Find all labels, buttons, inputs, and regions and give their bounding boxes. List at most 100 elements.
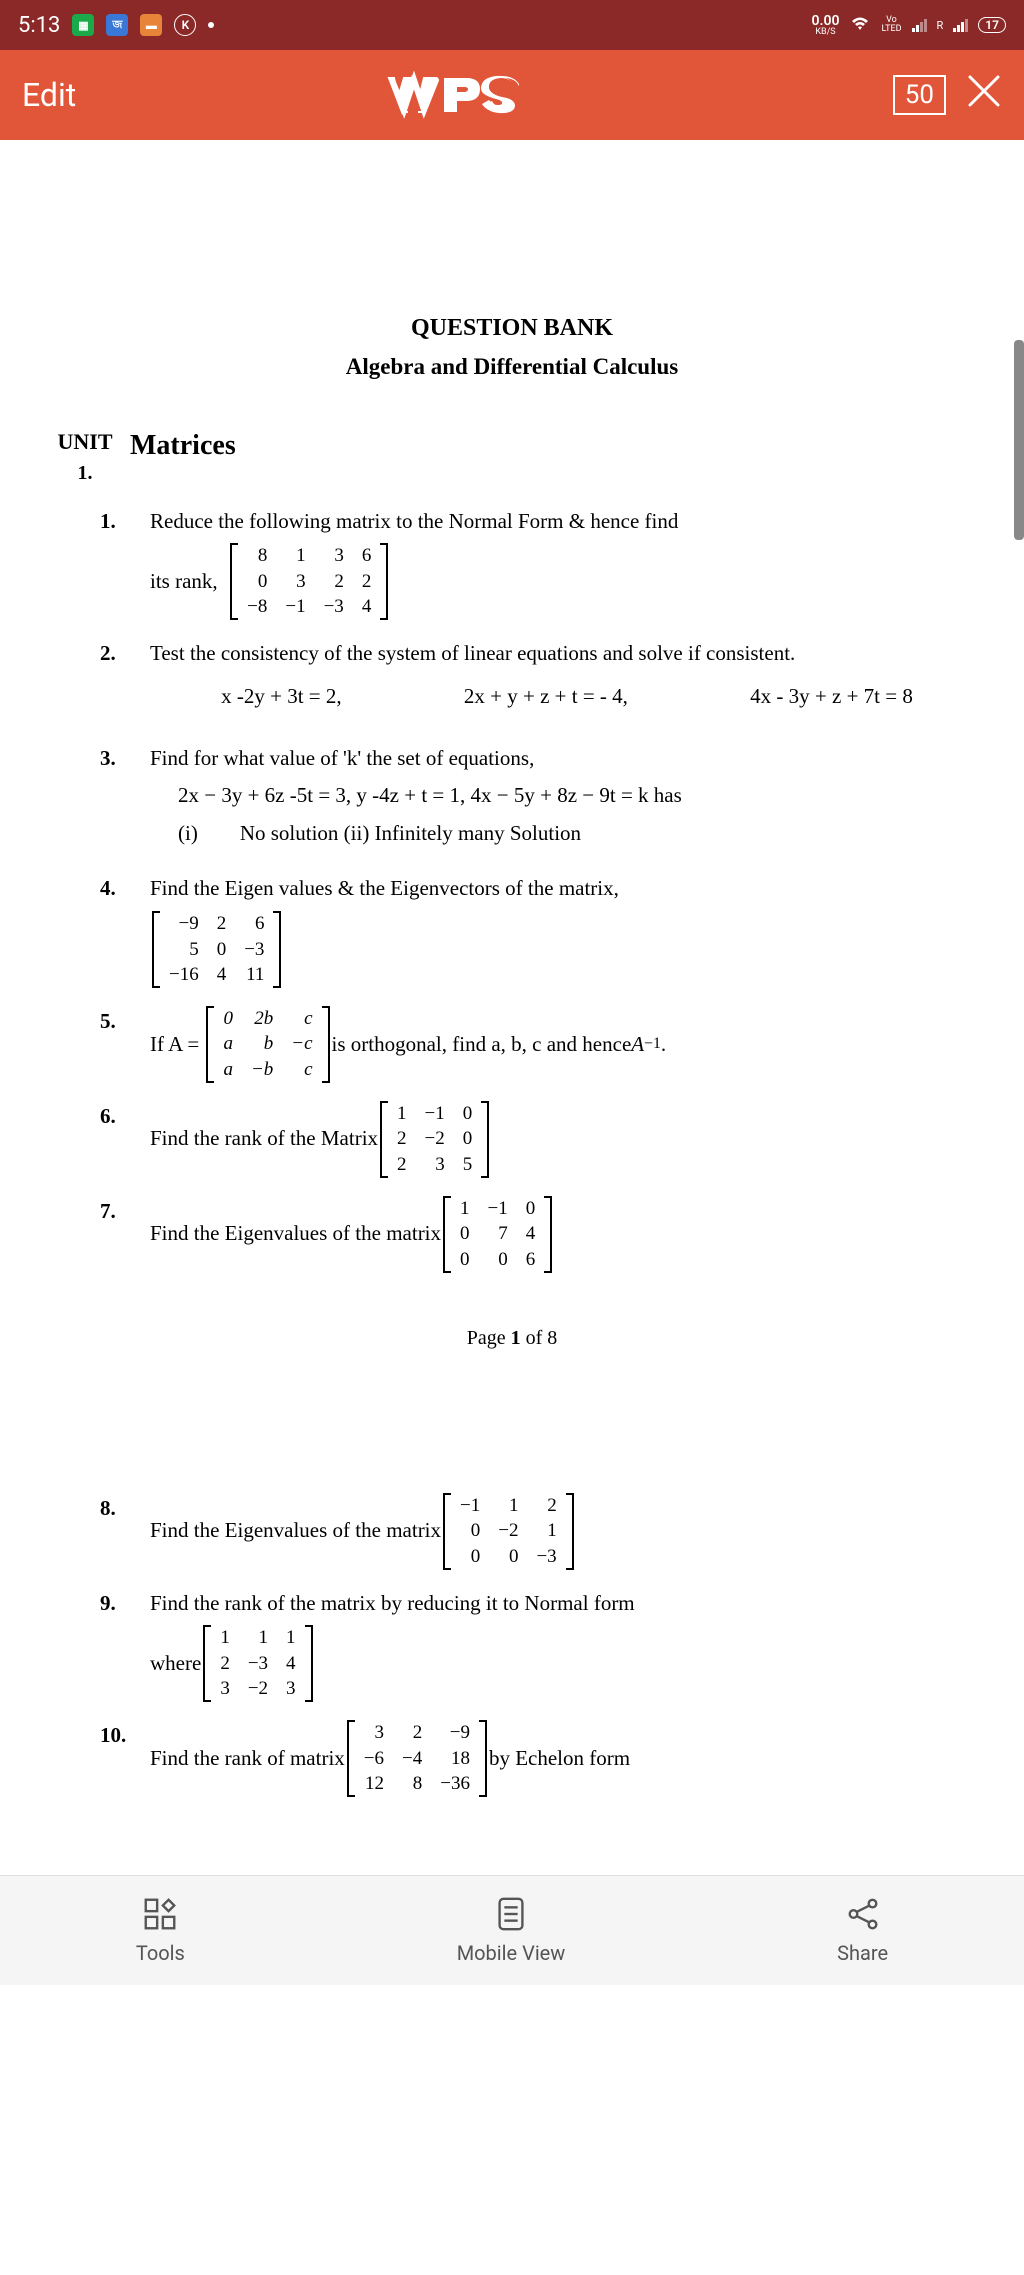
q-num: 6. bbox=[100, 1101, 150, 1133]
unit-header: UNIT 1. Matrices bbox=[40, 425, 984, 488]
q1-text-b: its rank, bbox=[150, 566, 218, 598]
status-right: 0.00 KB/S Vo LTED R 17 bbox=[811, 14, 1006, 37]
tools-label: Tools bbox=[136, 1941, 185, 1965]
q-num: 3. bbox=[100, 743, 150, 775]
q5-matrix: 02bc ab−c a−bc bbox=[206, 1006, 329, 1083]
q10-text-a: Find the rank of matrix bbox=[150, 1743, 345, 1775]
q-num: 2. bbox=[100, 638, 150, 670]
kbs-unit: KB/S bbox=[815, 28, 835, 37]
q-body: Find the rank of matrix 32−9 −6−418 128−… bbox=[150, 1720, 984, 1797]
app-icon-3: ▬ bbox=[140, 14, 162, 36]
share-button[interactable]: Share bbox=[837, 1895, 888, 1965]
q-body: Find the Eigenvalues of the matrix −112 … bbox=[150, 1493, 984, 1570]
q3-sub: (i) No solution (ii) Infinitely many Sol… bbox=[178, 818, 984, 850]
q1-text-a: Reduce the following matrix to the Norma… bbox=[150, 506, 984, 538]
header-actions: 50 bbox=[893, 72, 1002, 119]
app-icon-1: ▦ bbox=[72, 14, 94, 36]
unit-label-num: 1. bbox=[40, 458, 130, 488]
close-icon[interactable] bbox=[966, 72, 1002, 119]
q-num: 9. bbox=[100, 1588, 150, 1620]
question-2: 2. Test the consistency of the system of… bbox=[40, 638, 984, 725]
q9-text-a: Find the rank of the matrix by reducing … bbox=[150, 1588, 984, 1620]
q-num: 1. bbox=[100, 506, 150, 538]
tools-button[interactable]: Tools bbox=[136, 1895, 185, 1965]
q8-text-a: Find the Eigenvalues of the matrix bbox=[150, 1515, 441, 1547]
q5-text-d: −1 bbox=[644, 1032, 661, 1056]
q2-eq3: 4x - 3y + z + 7t = 8 bbox=[750, 681, 913, 713]
q-num: 10. bbox=[100, 1720, 150, 1752]
q2-equations: x -2y + 3t = 2, 2x + y + z + t = - 4, 4x… bbox=[150, 681, 984, 713]
q9-matrix: 111 2−34 3−23 bbox=[203, 1625, 312, 1702]
bottom-toolbar: Tools Mobile View Share bbox=[0, 1875, 1024, 1985]
doc-title: QUESTION BANK bbox=[40, 310, 984, 346]
app-header: Edit 50 bbox=[0, 50, 1024, 140]
edit-button[interactable]: Edit bbox=[22, 76, 76, 114]
question-8: 8. Find the Eigenvalues of the matrix −1… bbox=[40, 1493, 984, 1570]
doc-subtitle: Algebra and Differential Calculus bbox=[40, 350, 984, 385]
q2-text-a: Test the consistency of the system of li… bbox=[150, 638, 984, 670]
kbs-indicator: 0.00 KB/S bbox=[811, 14, 839, 37]
q-body: If A = 02bc ab−c a−bc is orthogonal, fin… bbox=[150, 1006, 984, 1083]
tools-icon bbox=[141, 1895, 179, 1933]
q3-text-a: Find for what value of 'k' the set of eq… bbox=[150, 743, 984, 775]
signal-bars-2 bbox=[953, 19, 968, 32]
question-9: 9. Find the rank of the matrix by reduci… bbox=[40, 1588, 984, 1702]
q3-eq: 2x − 3y + 6z -5t = 3, y -4z + t = 1, 4x … bbox=[150, 780, 984, 812]
q-num: 7. bbox=[100, 1196, 150, 1228]
q10-matrix: 32−9 −6−418 128−36 bbox=[347, 1720, 487, 1797]
app-icon-2: জ bbox=[106, 14, 128, 36]
share-label: Share bbox=[837, 1941, 888, 1965]
r-label: R bbox=[937, 19, 944, 32]
q4-matrix: −926 50−3 −16411 bbox=[152, 911, 281, 988]
q4-text-a: Find the Eigen values & the Eigenvectors… bbox=[150, 873, 984, 905]
q10-text-b: by Echelon form bbox=[489, 1743, 630, 1775]
unit-label-top: UNIT bbox=[40, 425, 130, 458]
page-count-badge[interactable]: 50 bbox=[893, 75, 946, 115]
lte-bot: LTED bbox=[881, 25, 901, 34]
q2-eq1: x -2y + 3t = 2, bbox=[221, 681, 342, 713]
unit-label: UNIT 1. bbox=[40, 425, 130, 488]
q-num: 4. bbox=[100, 873, 150, 905]
q7-matrix: 1−10 074 006 bbox=[443, 1196, 552, 1273]
q7-text-a: Find the Eigenvalues of the matrix bbox=[150, 1218, 441, 1250]
q1-matrix: 8136 0322 −8−1−34 bbox=[230, 543, 388, 620]
q-num: 5. bbox=[100, 1006, 150, 1038]
q5-text-a: If A = bbox=[150, 1029, 199, 1061]
k-icon: K bbox=[174, 14, 196, 36]
scrollbar-thumb[interactable] bbox=[1014, 340, 1024, 540]
q-body: Find for what value of 'k' the set of eq… bbox=[150, 743, 984, 856]
q5-text-b: is orthogonal, find a, b, c and hence bbox=[332, 1029, 632, 1061]
kbs-value: 0.00 bbox=[811, 14, 839, 28]
signal-bars-1 bbox=[912, 19, 927, 32]
status-left: 5:13 ▦ জ ▬ K bbox=[18, 13, 214, 38]
q6-matrix: 1−10 2−20 235 bbox=[380, 1101, 489, 1178]
q6-text-a: Find the rank of the Matrix bbox=[150, 1123, 378, 1155]
battery-pill: 17 bbox=[978, 17, 1006, 33]
q-body: Test the consistency of the system of li… bbox=[150, 638, 984, 725]
q-body: Find the Eigenvalues of the matrix 1−10 … bbox=[150, 1196, 984, 1273]
mobile-view-icon bbox=[492, 1895, 530, 1933]
question-10: 10. Find the rank of matrix 32−9 −6−418 … bbox=[40, 1720, 984, 1797]
question-6: 6. Find the rank of the Matrix 1−10 2−20… bbox=[40, 1101, 984, 1178]
page-indicator: Page 1 of 8 bbox=[40, 1323, 984, 1353]
mobile-view-label: Mobile View bbox=[457, 1941, 566, 1965]
document-viewport[interactable]: QUESTION BANK Algebra and Differential C… bbox=[0, 140, 1024, 1875]
q-body: Find the rank of the Matrix 1−10 2−20 23… bbox=[150, 1101, 984, 1178]
q-num: 8. bbox=[100, 1493, 150, 1525]
question-4: 4. Find the Eigen values & the Eigenvect… bbox=[40, 873, 984, 987]
q8-matrix: −112 0−21 00−3 bbox=[443, 1493, 574, 1570]
q2-eq2: 2x + y + z + t = - 4, bbox=[464, 681, 628, 713]
status-bar: 5:13 ▦ জ ▬ K 0.00 KB/S Vo LTED R 17 bbox=[0, 0, 1024, 50]
status-time: 5:13 bbox=[18, 13, 60, 38]
dot-icon bbox=[208, 22, 214, 28]
question-5: 5. If A = 02bc ab−c a−bc is orthogonal, … bbox=[40, 1006, 984, 1083]
q5-text-e: . bbox=[661, 1029, 666, 1061]
question-7: 7. Find the Eigenvalues of the matrix 1−… bbox=[40, 1196, 984, 1273]
q-body: Reduce the following matrix to the Norma… bbox=[150, 506, 984, 620]
unit-title: Matrices bbox=[130, 425, 236, 467]
lte-indicator: Vo LTED bbox=[881, 16, 901, 34]
mobile-view-button[interactable]: Mobile View bbox=[457, 1895, 566, 1965]
q9-text-b: where bbox=[150, 1648, 201, 1680]
share-icon bbox=[844, 1895, 882, 1933]
q5-text-c: A bbox=[631, 1029, 644, 1061]
